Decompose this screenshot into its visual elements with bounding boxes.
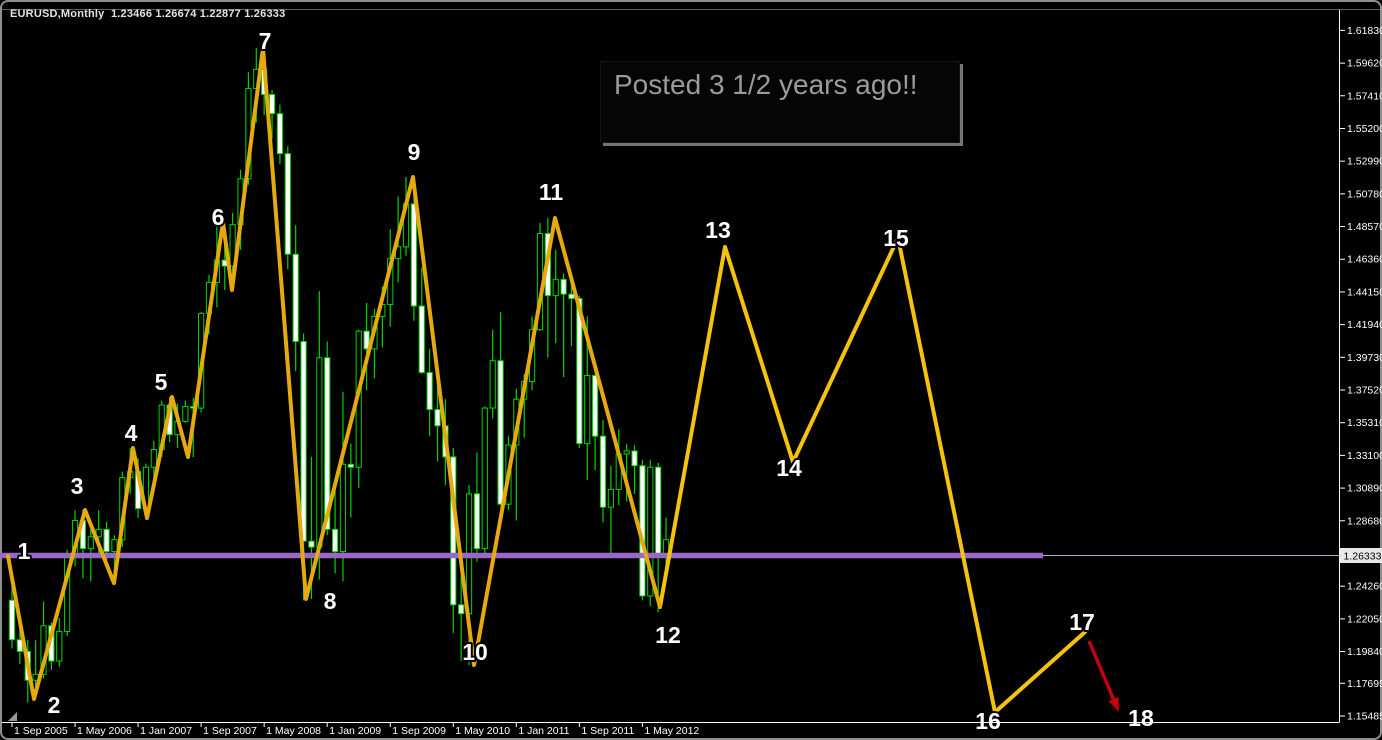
zigzag-history-line[interactable] bbox=[6, 46, 662, 701]
time-axis-label: 1 May 2012 bbox=[644, 725, 699, 737]
time-axis-label: 1 Jan 2011 bbox=[518, 725, 569, 737]
wave-label-17: 17 bbox=[1069, 609, 1095, 635]
price-axis-label: 1.37520 bbox=[1347, 385, 1382, 397]
price-axis-label: 1.55200 bbox=[1347, 123, 1382, 135]
price-axis-label: 1.30890 bbox=[1347, 483, 1382, 495]
wave-label-11: 11 bbox=[539, 179, 564, 205]
price-axis-label: 1.57410 bbox=[1347, 90, 1382, 102]
wave-label-4: 4 bbox=[125, 420, 138, 446]
price-axis-label: 1.61830 bbox=[1347, 25, 1382, 37]
time-axis-label: 1 Sep 2007 bbox=[203, 725, 257, 737]
candles-layer bbox=[8, 48, 670, 703]
annotation-box: Posted 3 1/2 years ago!! bbox=[600, 61, 960, 143]
chart-title: EURUSD,Monthly 1.23466 1.26674 1.22877 1… bbox=[10, 8, 286, 20]
wave-label-2: 2 bbox=[48, 692, 61, 718]
time-axis-label: 1 May 2006 bbox=[77, 725, 132, 737]
current-price-tag: 1.26333 bbox=[1340, 548, 1382, 563]
price-axis-label: 1.41940 bbox=[1347, 319, 1382, 331]
price-axis-label: 1.35310 bbox=[1347, 417, 1382, 429]
time-axis-label: 1 May 2010 bbox=[455, 725, 510, 737]
wave-label-1: 1 bbox=[18, 538, 31, 564]
wave-label-15: 15 bbox=[883, 225, 909, 251]
time-axis-label: 1 Jan 2007 bbox=[140, 725, 192, 737]
price-axis-label: 1.19840 bbox=[1347, 646, 1382, 658]
time-axis-label: 1 Sep 2005 bbox=[14, 725, 68, 737]
price-axis-label: 1.50780 bbox=[1347, 188, 1382, 200]
time-axis[interactable]: 1 Sep 2005 1 May 2006 1 Jan 2007 1 Sep 2007… bbox=[11, 722, 699, 737]
annotation-text: Posted 3 1/2 years ago!! bbox=[614, 69, 918, 100]
price-axis[interactable]: 1.61830 1.59620 1.57410 1.55200 1.52990 1.507… bbox=[1339, 25, 1382, 723]
wave-label-18: 18 bbox=[1128, 705, 1154, 731]
time-axis-label: 1 May 2008 bbox=[266, 725, 321, 737]
zigzag-projection-line[interactable] bbox=[658, 235, 1087, 715]
price-axis-label: 1.15485 bbox=[1347, 710, 1382, 722]
price-axis-label: 1.46360 bbox=[1347, 254, 1382, 266]
wave-label-7: 7 bbox=[259, 28, 272, 54]
wave-label-8: 8 bbox=[324, 588, 337, 614]
price-axis-label: 1.48570 bbox=[1347, 221, 1382, 233]
chart-scroll-marker bbox=[8, 712, 17, 721]
time-axis-label: 1 Sep 2011 bbox=[581, 725, 634, 737]
wave-label-3: 3 bbox=[71, 473, 84, 499]
price-axis-label: 1.17695 bbox=[1347, 678, 1382, 690]
price-axis-label: 1.24260 bbox=[1347, 581, 1382, 593]
wave-label-9: 9 bbox=[408, 139, 421, 165]
wave-label-16: 16 bbox=[975, 708, 1001, 734]
time-axis-label: 1 Jan 2009 bbox=[329, 725, 381, 737]
price-axis-label: 1.39730 bbox=[1347, 352, 1382, 364]
projection-arrow[interactable] bbox=[1087, 640, 1119, 713]
wave-label-14: 14 bbox=[776, 455, 802, 481]
price-axis-label: 1.59620 bbox=[1347, 58, 1382, 70]
time-axis-label: 1 Sep 2009 bbox=[392, 725, 446, 737]
price-axis-label: 1.33100 bbox=[1347, 450, 1382, 462]
price-axis-label: 1.44150 bbox=[1347, 286, 1382, 298]
wave-label-6: 6 bbox=[212, 204, 225, 230]
price-axis-label: 1.22050 bbox=[1347, 613, 1382, 625]
wave-label-5: 5 bbox=[155, 369, 168, 395]
wave-label-12: 12 bbox=[655, 622, 681, 648]
wave-label-10: 10 bbox=[462, 639, 488, 665]
price-axis-label: 1.28680 bbox=[1347, 515, 1382, 527]
wave-label-13: 13 bbox=[705, 217, 731, 243]
svg-text:1.26333: 1.26333 bbox=[1344, 551, 1382, 563]
price-axis-label: 1.52990 bbox=[1347, 156, 1382, 168]
